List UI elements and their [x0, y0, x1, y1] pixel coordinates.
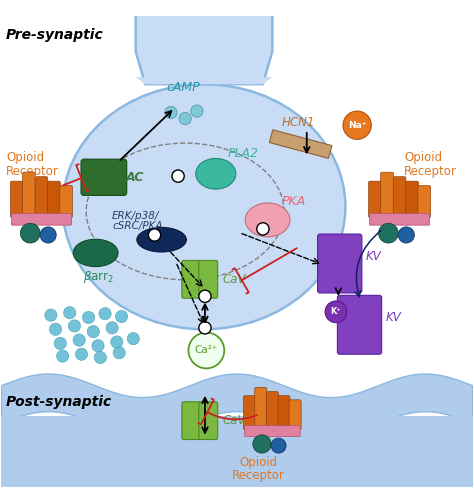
FancyBboxPatch shape: [182, 402, 201, 440]
Text: KV: KV: [385, 311, 401, 324]
Circle shape: [191, 105, 203, 117]
FancyBboxPatch shape: [23, 172, 35, 218]
Circle shape: [94, 352, 107, 364]
Circle shape: [106, 322, 118, 334]
Circle shape: [148, 229, 161, 241]
Polygon shape: [1, 416, 473, 487]
Text: cSRC/PKA: cSRC/PKA: [112, 221, 163, 231]
FancyBboxPatch shape: [337, 295, 382, 354]
Text: PLA2: PLA2: [228, 146, 259, 159]
Circle shape: [199, 322, 211, 334]
FancyBboxPatch shape: [199, 261, 218, 298]
FancyBboxPatch shape: [393, 177, 406, 218]
Text: CaV: CaV: [223, 414, 246, 427]
Text: Na⁺: Na⁺: [348, 121, 366, 130]
Circle shape: [325, 301, 347, 322]
Circle shape: [189, 332, 224, 368]
Text: CaV: CaV: [223, 273, 246, 286]
Circle shape: [116, 310, 128, 322]
FancyBboxPatch shape: [369, 181, 381, 218]
FancyBboxPatch shape: [81, 159, 127, 196]
Circle shape: [111, 336, 123, 348]
FancyBboxPatch shape: [370, 213, 429, 225]
FancyBboxPatch shape: [266, 391, 278, 430]
Circle shape: [127, 332, 139, 345]
Circle shape: [172, 170, 184, 182]
FancyBboxPatch shape: [11, 213, 72, 225]
Circle shape: [179, 113, 191, 125]
FancyBboxPatch shape: [278, 396, 290, 430]
FancyBboxPatch shape: [245, 426, 300, 437]
Circle shape: [64, 307, 76, 319]
Text: Receptor: Receptor: [232, 469, 285, 482]
Ellipse shape: [137, 227, 186, 252]
Circle shape: [99, 307, 111, 320]
Circle shape: [92, 340, 104, 352]
Circle shape: [54, 338, 66, 350]
Text: AC: AC: [126, 171, 145, 184]
Circle shape: [87, 325, 100, 338]
Circle shape: [40, 227, 56, 243]
Text: $\beta$arr$_2$: $\beta$arr$_2$: [82, 270, 113, 285]
FancyBboxPatch shape: [48, 181, 60, 218]
Circle shape: [257, 223, 269, 235]
Circle shape: [199, 290, 211, 302]
Text: Ca²⁺: Ca²⁺: [195, 346, 218, 356]
Polygon shape: [269, 130, 332, 158]
FancyBboxPatch shape: [10, 181, 23, 218]
Circle shape: [343, 111, 371, 139]
Text: Receptor: Receptor: [6, 165, 59, 179]
Text: Pre-synaptic: Pre-synaptic: [6, 28, 104, 42]
Text: cAMP: cAMP: [166, 80, 200, 94]
Circle shape: [56, 350, 69, 362]
FancyBboxPatch shape: [289, 400, 301, 430]
Circle shape: [253, 435, 271, 453]
FancyBboxPatch shape: [199, 402, 218, 440]
Circle shape: [82, 311, 95, 323]
Circle shape: [45, 309, 57, 321]
Text: PKA: PKA: [282, 195, 306, 208]
Text: HCN1: HCN1: [282, 116, 315, 129]
Ellipse shape: [63, 84, 346, 329]
Circle shape: [165, 106, 177, 119]
Text: Opioid: Opioid: [404, 151, 442, 164]
Circle shape: [20, 223, 40, 243]
Text: Opioid: Opioid: [6, 151, 44, 164]
Text: Opioid: Opioid: [239, 457, 277, 469]
Polygon shape: [136, 11, 273, 84]
Ellipse shape: [245, 203, 290, 237]
FancyBboxPatch shape: [35, 177, 48, 218]
Circle shape: [75, 348, 88, 360]
FancyBboxPatch shape: [182, 261, 201, 298]
Text: KV: KV: [365, 249, 382, 263]
FancyBboxPatch shape: [60, 186, 73, 218]
Circle shape: [49, 323, 62, 336]
Circle shape: [271, 438, 286, 453]
Circle shape: [113, 347, 125, 359]
Text: ERK/p38/: ERK/p38/: [112, 211, 160, 221]
Text: K⁺: K⁺: [330, 307, 341, 316]
FancyBboxPatch shape: [406, 181, 419, 218]
FancyBboxPatch shape: [418, 186, 430, 218]
Ellipse shape: [73, 239, 118, 267]
Circle shape: [73, 334, 85, 346]
Circle shape: [398, 227, 414, 243]
Circle shape: [379, 223, 398, 243]
Text: Receptor: Receptor: [404, 165, 457, 179]
Circle shape: [68, 320, 81, 332]
FancyBboxPatch shape: [244, 396, 255, 430]
Text: Post-synaptic: Post-synaptic: [6, 395, 112, 409]
FancyBboxPatch shape: [318, 234, 362, 293]
Polygon shape: [136, 77, 273, 84]
FancyBboxPatch shape: [255, 387, 267, 430]
Polygon shape: [1, 374, 473, 435]
Ellipse shape: [196, 158, 236, 189]
FancyBboxPatch shape: [381, 172, 393, 218]
